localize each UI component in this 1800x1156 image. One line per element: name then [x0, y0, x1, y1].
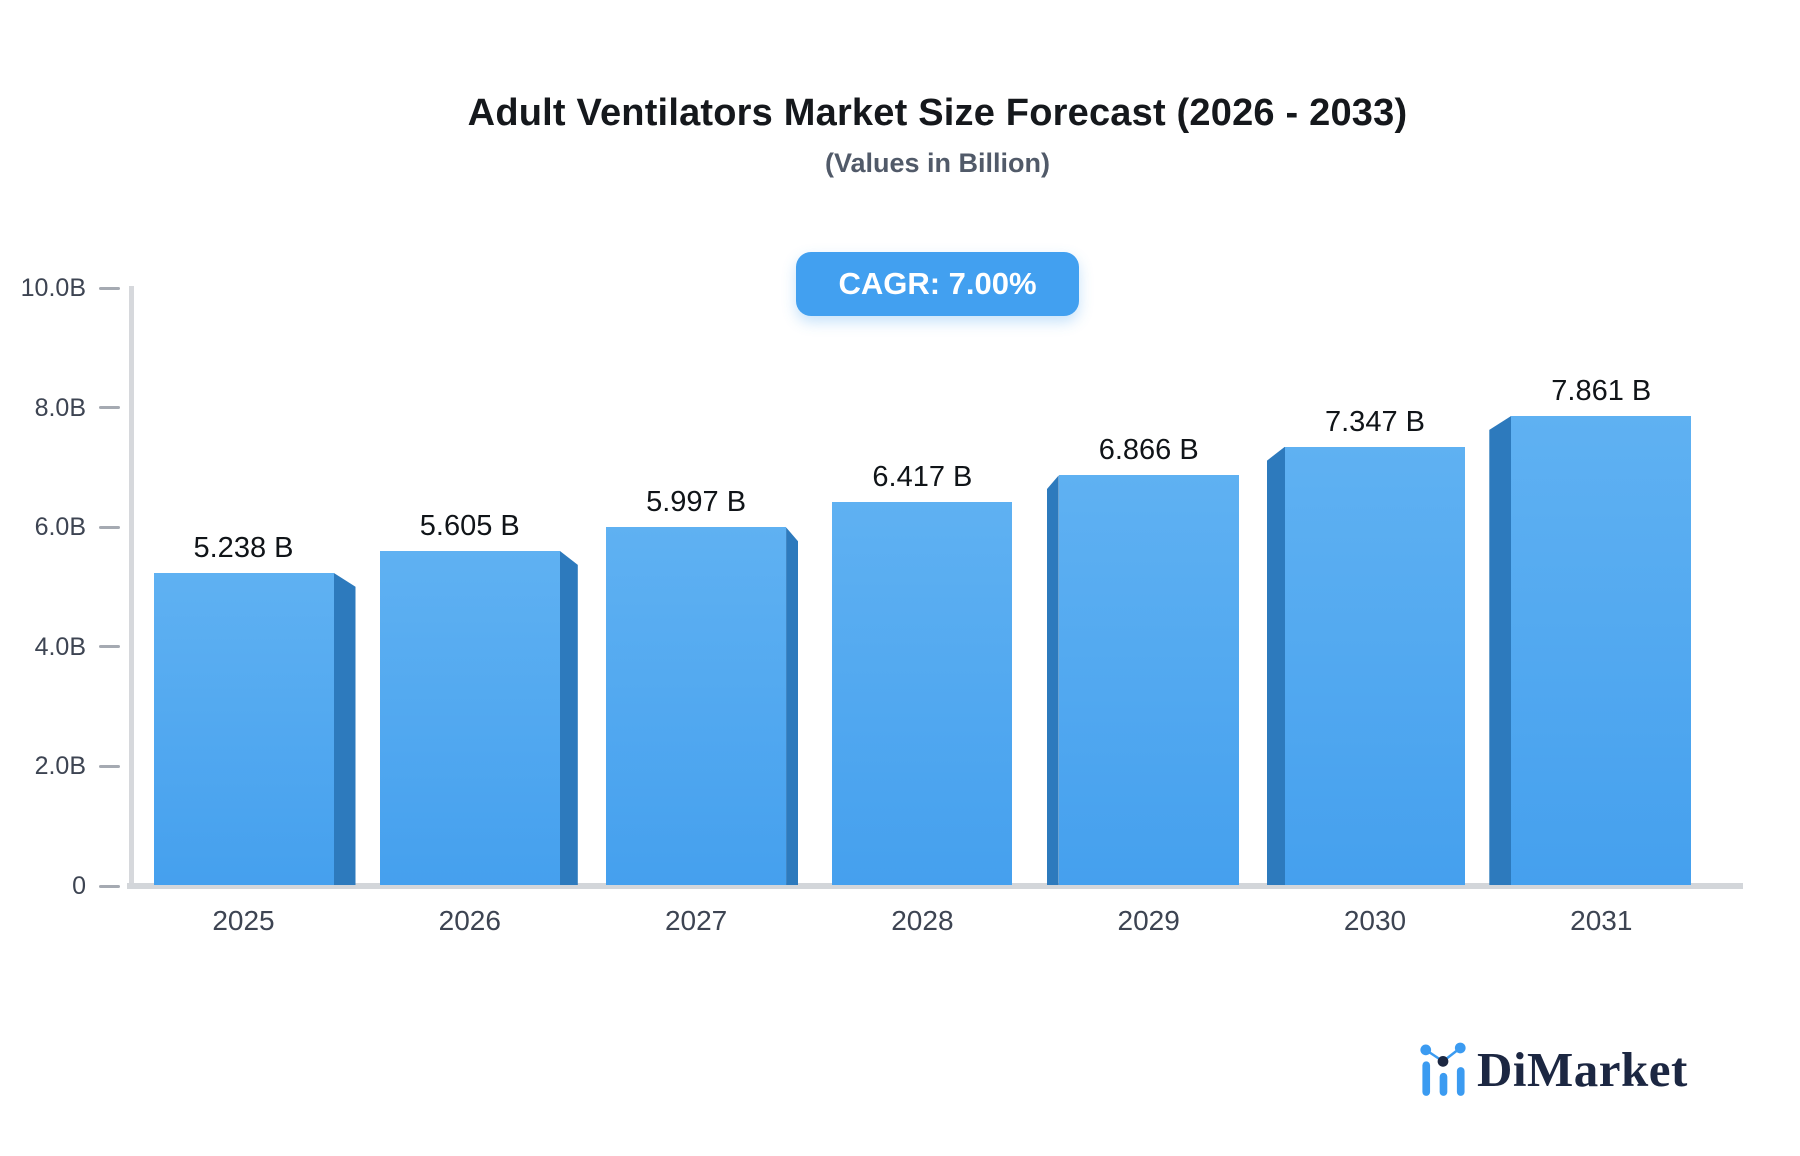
y-axis-tick-label: 10.0B: [20, 274, 86, 302]
dimarket-logo-text: DiMarket: [1477, 1042, 1688, 1097]
bar-value-label: 7.347 B: [1325, 405, 1425, 438]
bar: [832, 502, 1013, 885]
x-axis-tick-label: 2031: [1570, 905, 1633, 936]
y-axis-tick-mark: [99, 525, 120, 529]
bar-value-label: 5.238 B: [193, 531, 294, 564]
y-axis-tick-mark: [99, 764, 120, 768]
bar-value-label: 5.605 B: [419, 509, 520, 542]
bar-3d-side: [1267, 446, 1285, 885]
y-axis-tick-mark: [99, 884, 120, 888]
bar-3d-side: [1046, 475, 1059, 885]
bar-value-label: 6.417 B: [872, 461, 973, 494]
x-axis-baseline: [127, 883, 1743, 889]
cagr-badge: CAGR: 7.00%: [796, 252, 1079, 316]
y-axis-tick-label: 0: [72, 872, 86, 900]
bar: [1285, 446, 1465, 885]
chart-title: Adult Ventilators Market Size Forecast (…: [467, 92, 1408, 134]
x-axis-tick-label: 2028: [891, 905, 954, 936]
bar-value-label: 6.866 B: [1098, 434, 1199, 467]
bar: [1058, 475, 1239, 885]
y-axis-line: [129, 286, 134, 887]
y-axis-tick-mark: [99, 286, 120, 290]
x-axis-tick-label: 2027: [664, 905, 728, 936]
bar: [379, 550, 560, 885]
bar: [153, 572, 334, 885]
x-axis-tick-label: 2025: [212, 905, 275, 936]
y-axis-tick-label: 8.0B: [34, 393, 86, 422]
x-axis-tick-label: 2026: [438, 905, 501, 936]
y-axis-tick-mark: [99, 406, 120, 410]
dimarket-logo-icon: [1420, 1042, 1466, 1096]
y-axis-tick-label: 2.0B: [34, 752, 86, 781]
bar-value-label: 7.861 B: [1551, 374, 1652, 407]
bar: [1511, 415, 1692, 885]
x-axis-tick-label: 2029: [1117, 905, 1180, 936]
bar: [606, 527, 787, 885]
chart-subtitle: (Values in Billion): [824, 148, 1051, 178]
bar-3d-side: [1489, 415, 1512, 885]
cagr-badge-band: CAGR: 7.00%: [130, 252, 1745, 316]
y-axis-tick-label: 6.0B: [34, 513, 86, 542]
bar-3d-side: [559, 550, 578, 885]
bar-3d-side: [786, 527, 799, 885]
dimarket-logo: DiMarket: [1420, 1042, 1688, 1098]
bar-3d-side: [333, 572, 356, 885]
x-axis-tick-label: 2030: [1343, 905, 1407, 936]
y-axis-tick-label: 4.0B: [34, 632, 86, 661]
y-axis-tick-mark: [99, 645, 120, 649]
bar-value-label: 5.997 B: [646, 486, 747, 519]
